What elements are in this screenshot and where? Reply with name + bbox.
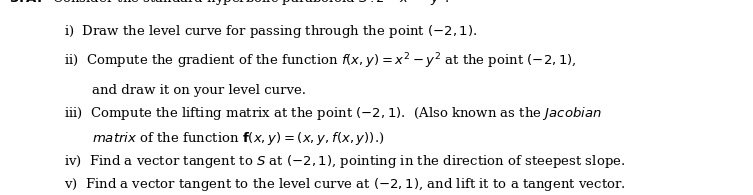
Text: i)  Draw the level curve for passing through the point $(-2, 1)$.: i) Draw the level curve for passing thro…	[64, 23, 477, 40]
Text: and draw it on your level curve.: and draw it on your level curve.	[92, 83, 306, 97]
Text: iv)  Find a vector tangent to $S$ at $(-2, 1)$, pointing in the direction of ste: iv) Find a vector tangent to $S$ at $(-2…	[64, 153, 625, 170]
Text: $\mathbf{3.A.}$  Consider the standard hyperbolic paraboloid $S : z = x^2 - y^2$: $\mathbf{3.A.}$ Consider the standard hy…	[9, 0, 450, 9]
Text: $\mathit{matrix}$ of the function $\mathbf{f}(x, y) = (x, y, f(x, y))$.): $\mathit{matrix}$ of the function $\math…	[92, 130, 384, 147]
Text: v)  Find a vector tangent to the level curve at $(-2, 1)$, and lift it to a tang: v) Find a vector tangent to the level cu…	[64, 176, 626, 193]
Text: iii)  Compute the lifting matrix at the point $(-2, 1)$.  (Also known as the $\m: iii) Compute the lifting matrix at the p…	[64, 105, 602, 122]
Text: ii)  Compute the gradient of the function $f(x, y) = x^2 - y^2$ at the point $(-: ii) Compute the gradient of the function…	[64, 51, 577, 71]
